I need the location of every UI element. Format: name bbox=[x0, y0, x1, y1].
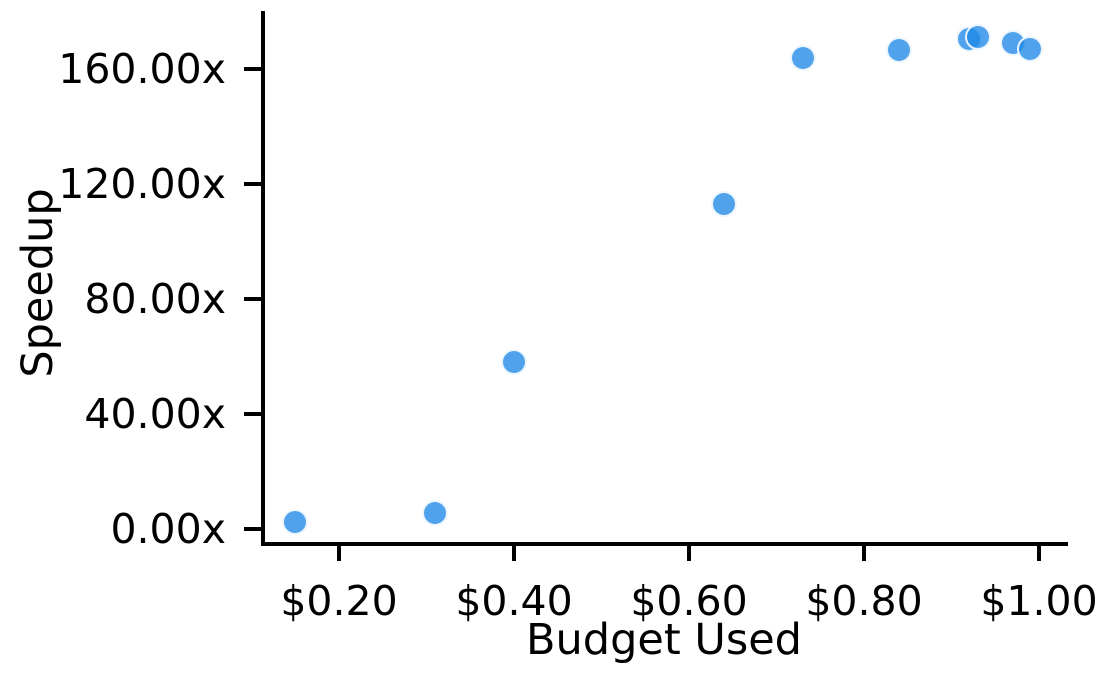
y-tick-label: 40.00x bbox=[84, 390, 226, 438]
y-tick-label: 80.00x bbox=[84, 275, 226, 323]
x-tick-label: $0.80 bbox=[805, 577, 923, 625]
y-tick bbox=[244, 527, 261, 531]
x-tick-label: $0.40 bbox=[455, 577, 573, 625]
y-tick-label: 120.00x bbox=[58, 160, 226, 208]
x-tick bbox=[687, 546, 691, 561]
x-tick-label: $1.00 bbox=[980, 577, 1098, 625]
data-point bbox=[886, 37, 912, 64]
plot-area bbox=[261, 11, 1068, 546]
data-point bbox=[501, 349, 527, 376]
x-tick bbox=[512, 546, 516, 561]
data-point bbox=[1017, 35, 1044, 62]
y-axis-label: Speedup bbox=[13, 188, 63, 378]
y-tick bbox=[244, 67, 261, 71]
y-tick bbox=[244, 412, 261, 416]
data-point bbox=[711, 191, 737, 218]
x-tick bbox=[1037, 546, 1041, 561]
y-tick bbox=[244, 297, 261, 301]
y-tick-label: 0.00x bbox=[110, 505, 226, 553]
data-point bbox=[282, 509, 309, 536]
x-tick-label: $0.20 bbox=[280, 577, 398, 625]
y-tick-label: 160.00x bbox=[58, 45, 226, 93]
data-point bbox=[964, 24, 991, 51]
data-point bbox=[789, 44, 816, 71]
x-tick bbox=[337, 546, 341, 561]
x-tick bbox=[862, 546, 866, 561]
x-axis-label: Budget Used bbox=[526, 615, 802, 665]
y-tick bbox=[244, 182, 261, 186]
data-point bbox=[422, 500, 449, 527]
x-tick-label: $0.60 bbox=[630, 577, 748, 625]
